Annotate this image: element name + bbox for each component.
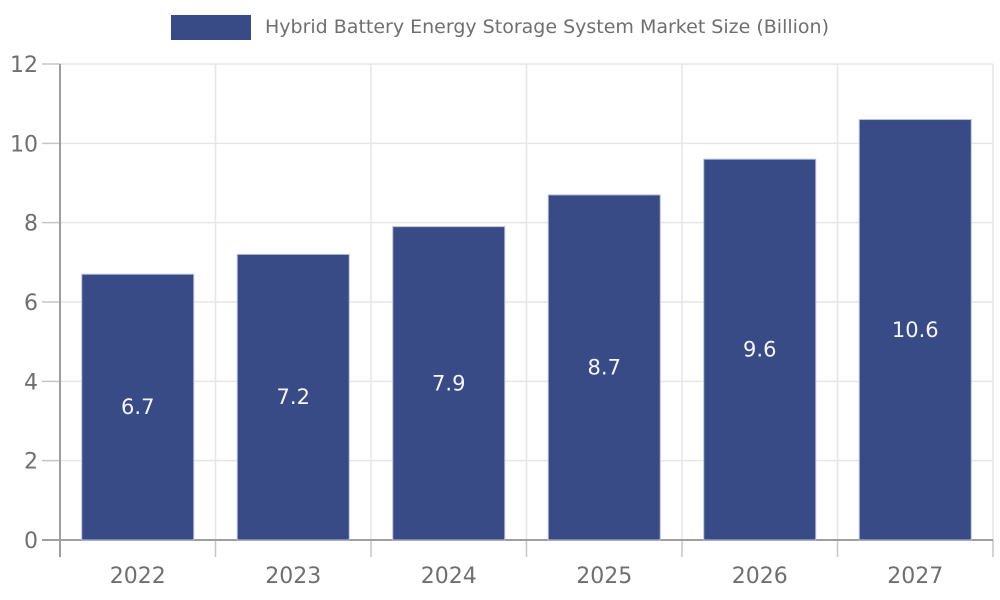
x-tick-label-2024: 2024: [421, 564, 477, 589]
bar-2027: [858, 119, 972, 541]
y-tick-label-10: 10: [10, 132, 38, 157]
y-tick-label-6: 6: [24, 291, 38, 316]
bar-value-label-2027: 10.6: [892, 318, 939, 342]
x-tick-label-2023: 2023: [265, 564, 321, 589]
y-tick-label-8: 8: [24, 212, 38, 237]
bar-2026: [703, 158, 817, 541]
bar-2024: [392, 226, 506, 541]
bar-2022: [81, 273, 195, 541]
x-tick-label-2027: 2027: [887, 564, 943, 589]
y-tick-label-2: 2: [24, 450, 38, 475]
bar-value-label-2025: 8.7: [588, 355, 621, 379]
y-tick-label-0: 0: [24, 529, 38, 554]
bar-value-label-2026: 9.6: [743, 338, 776, 362]
bar-value-label-2024: 7.9: [432, 371, 465, 395]
bar-2023: [236, 253, 350, 541]
bar-2025: [547, 194, 661, 541]
bar-value-label-2023: 7.2: [277, 385, 310, 409]
x-tick-label-2026: 2026: [732, 564, 788, 589]
y-tick-label-12: 12: [10, 53, 38, 78]
y-tick-label-4: 4: [24, 370, 38, 395]
x-tick-label-2022: 2022: [110, 564, 166, 589]
x-tick-label-2025: 2025: [576, 564, 632, 589]
bar-value-label-2022: 6.7: [121, 395, 154, 419]
